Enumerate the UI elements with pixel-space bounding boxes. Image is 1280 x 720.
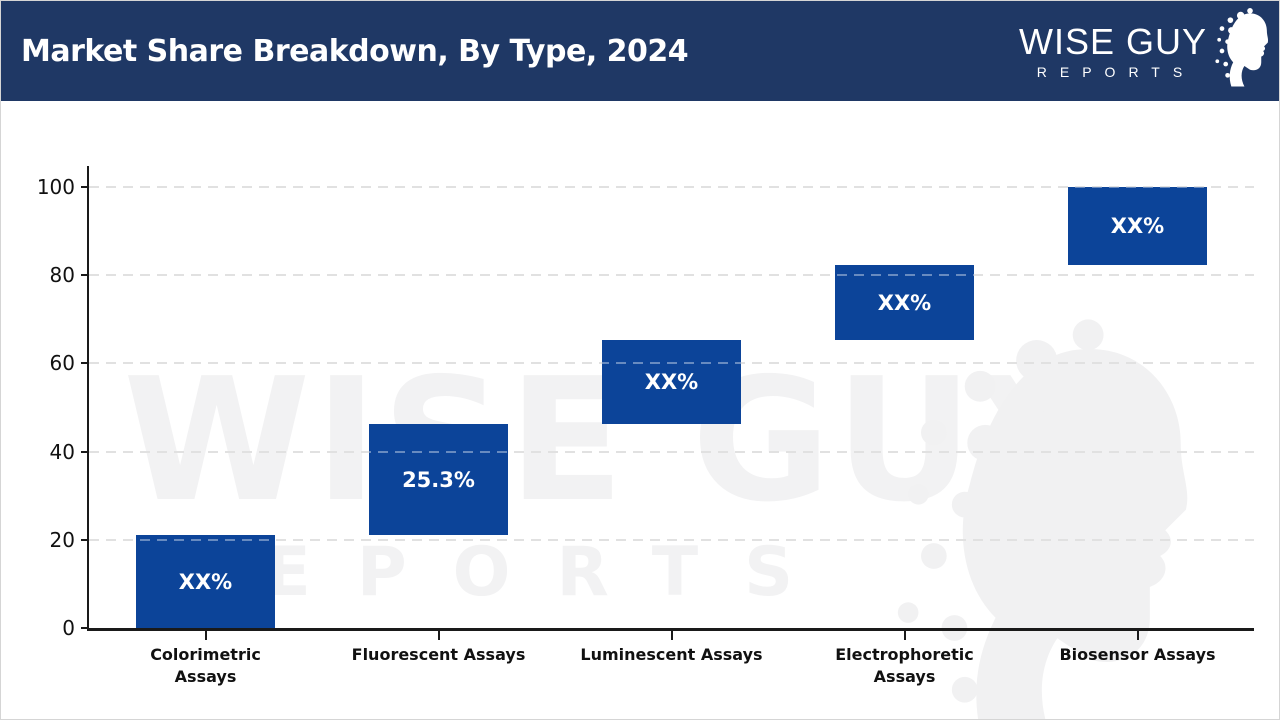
wiseguy-head-icon bbox=[1215, 8, 1269, 87]
chart-bar: XX% bbox=[1067, 187, 1208, 266]
gridline-overlay bbox=[89, 274, 1254, 277]
x-tick bbox=[437, 631, 440, 640]
y-tick-label: 60 bbox=[49, 351, 75, 376]
y-tick bbox=[81, 274, 89, 277]
gridline-overlay bbox=[89, 362, 1254, 365]
category-label: Colorimetric Assays bbox=[150, 645, 261, 686]
chart: WISE GUY REPORTS 0 20 40 60 80 100 XX% Colorime… bbox=[1, 101, 1279, 719]
y-tick-label: 80 bbox=[49, 263, 75, 288]
bar-value-label: XX% bbox=[178, 569, 233, 594]
bar-value-label: 25.3% bbox=[402, 467, 475, 492]
y-tick-label: 40 bbox=[49, 439, 75, 464]
brand-wordmark: WISE GUY REPORTS bbox=[1018, 20, 1207, 80]
y-tick-label: 0 bbox=[62, 616, 75, 640]
chart-bar: XX% bbox=[834, 265, 975, 341]
gridline bbox=[89, 186, 1254, 188]
chart-bar: 25.3% bbox=[368, 423, 509, 536]
gridline bbox=[89, 450, 1254, 453]
gridline bbox=[89, 538, 1254, 541]
watermark-head-icon bbox=[897, 319, 1188, 719]
header: Market Share Breakdown, By Type, 2024 WI… bbox=[1, 1, 1279, 101]
bar-value-label: XX% bbox=[877, 290, 932, 315]
y-tick bbox=[81, 362, 89, 365]
y-tick-label: 100 bbox=[36, 175, 75, 199]
brand-logo: WISE GUY REPORTS bbox=[1019, 1, 1269, 101]
gridline-overlay bbox=[89, 538, 1254, 541]
gridline-overlay bbox=[89, 450, 1254, 453]
bar-value-label: XX% bbox=[644, 369, 699, 394]
x-tick bbox=[903, 631, 906, 640]
bar-value-label: XX% bbox=[1110, 214, 1165, 239]
x-tick bbox=[1136, 631, 1139, 640]
y-tick bbox=[81, 186, 89, 188]
chart-bar: XX% bbox=[601, 340, 742, 424]
chart-bar: XX% bbox=[135, 535, 276, 628]
x-tick bbox=[204, 631, 207, 640]
brand-name: WISE GUY bbox=[1018, 20, 1207, 62]
gridline bbox=[89, 274, 1254, 277]
y-tick bbox=[81, 627, 89, 629]
page-title: Market Share Breakdown, By Type, 2024 bbox=[21, 33, 689, 69]
gridline-overlay bbox=[89, 186, 1254, 188]
category-label: Fluorescent Assays bbox=[351, 645, 526, 664]
y-tick bbox=[81, 450, 89, 453]
x-tick bbox=[670, 631, 673, 640]
category-label: Biosensor Assays bbox=[1059, 645, 1216, 664]
category-label: Electrophoretic Assays bbox=[835, 645, 974, 686]
x-axis bbox=[87, 628, 1254, 631]
y-tick-label: 20 bbox=[49, 527, 75, 552]
category-label: Luminescent Assays bbox=[580, 645, 763, 664]
y-axis bbox=[87, 166, 89, 631]
y-tick bbox=[81, 538, 89, 541]
brand-subtitle: REPORTS bbox=[1036, 63, 1196, 80]
